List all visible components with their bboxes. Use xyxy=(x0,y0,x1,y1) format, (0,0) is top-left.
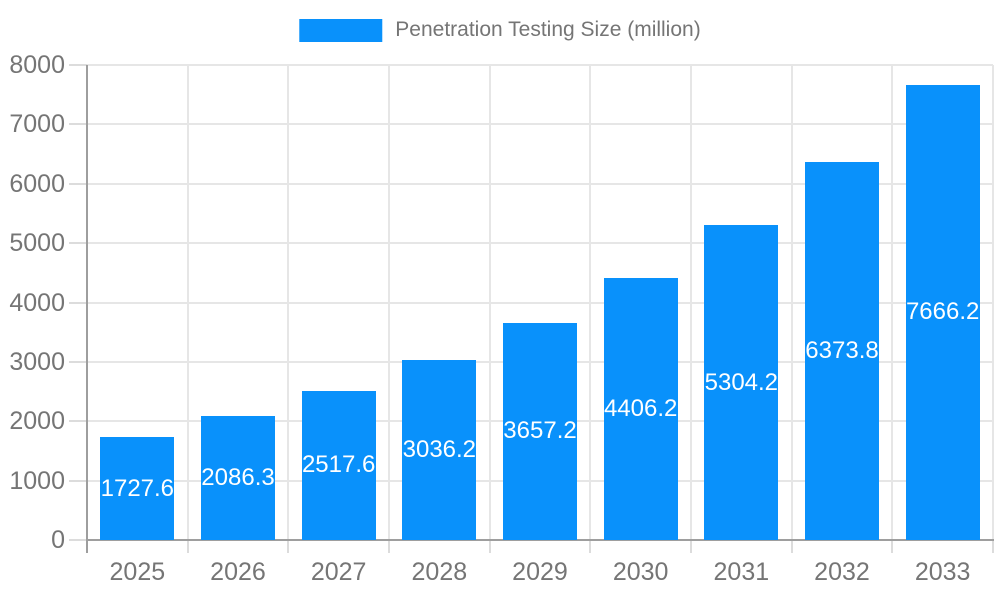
x-tick xyxy=(388,540,390,553)
bar xyxy=(704,225,779,540)
bar xyxy=(503,322,577,540)
y-axis-label: 3000 xyxy=(9,347,65,376)
legend-swatch xyxy=(299,18,383,42)
x-tick xyxy=(690,540,692,553)
bar-value-label: 4406.2 xyxy=(603,395,678,423)
y-axis-label: 8000 xyxy=(9,51,65,79)
y-axis-label: 6000 xyxy=(9,169,65,198)
x-gridline xyxy=(589,65,592,540)
bar xyxy=(805,161,879,540)
y-axis-label: 4000 xyxy=(9,288,65,317)
y-axis-label: 0 xyxy=(51,526,65,554)
x-tick xyxy=(287,540,290,553)
x-axis-label: 2031 xyxy=(713,558,770,586)
bar-value-label: 6373.8 xyxy=(805,336,879,364)
y-tick xyxy=(69,539,87,541)
x-axis-label: 2032 xyxy=(814,558,870,586)
y-axis-label: 7000 xyxy=(9,110,65,139)
y-axis-label: 1000 xyxy=(9,466,65,495)
x-axis-label: 2025 xyxy=(109,558,166,586)
x-gridline xyxy=(488,65,491,540)
x-gridline xyxy=(992,65,994,540)
x-tick xyxy=(992,540,994,553)
bar-value-label: 3657.2 xyxy=(503,417,577,445)
y-gridline xyxy=(87,301,993,304)
bar xyxy=(905,84,980,540)
bar-value-label: 3036.2 xyxy=(402,435,477,463)
y-tick xyxy=(69,360,87,363)
y-axis-line xyxy=(86,65,88,553)
x-gridline xyxy=(388,65,390,540)
y-gridline xyxy=(87,242,993,245)
bar xyxy=(100,437,175,540)
y-axis-label: 2000 xyxy=(9,407,65,436)
bar xyxy=(603,278,678,540)
y-gridline xyxy=(87,64,993,66)
bar-value-label: 2517.6 xyxy=(301,451,376,479)
y-tick xyxy=(69,64,87,66)
x-axis-label: 2027 xyxy=(310,558,367,586)
x-gridline xyxy=(790,65,793,540)
bar xyxy=(402,359,477,540)
x-tick xyxy=(589,540,592,553)
x-gridline xyxy=(186,65,189,540)
x-tick xyxy=(891,540,894,553)
x-axis-label: 2029 xyxy=(512,558,568,586)
x-tick xyxy=(488,540,491,553)
bar-value-label: 1727.6 xyxy=(100,474,175,502)
y-tick xyxy=(69,242,87,245)
x-axis-label: 2026 xyxy=(210,558,266,586)
y-tick xyxy=(69,123,87,126)
y-tick xyxy=(69,420,87,423)
bar xyxy=(201,416,275,540)
y-tick xyxy=(69,182,87,185)
x-tick xyxy=(790,540,793,553)
y-gridline xyxy=(87,182,993,185)
x-axis-line xyxy=(86,539,994,541)
bar-value-label: 7666.2 xyxy=(905,298,980,326)
x-axis-label: 2033 xyxy=(914,558,971,586)
y-axis-label: 5000 xyxy=(9,229,65,258)
legend-label: Penetration Testing Size (million) xyxy=(395,18,701,41)
x-gridline xyxy=(891,65,894,540)
bar xyxy=(301,390,376,540)
y-gridline xyxy=(87,123,993,126)
bar-value-label: 5304.2 xyxy=(704,368,779,396)
x-gridline xyxy=(690,65,692,540)
x-tick xyxy=(186,540,189,553)
legend-item[interactable]: Penetration Testing Size (million) xyxy=(299,18,701,42)
y-tick xyxy=(69,479,87,482)
y-tick xyxy=(69,301,87,304)
x-axis-label: 2030 xyxy=(612,558,669,586)
x-axis-label: 2028 xyxy=(411,558,468,586)
x-gridline xyxy=(287,65,290,540)
bar-value-label: 2086.3 xyxy=(201,464,275,492)
